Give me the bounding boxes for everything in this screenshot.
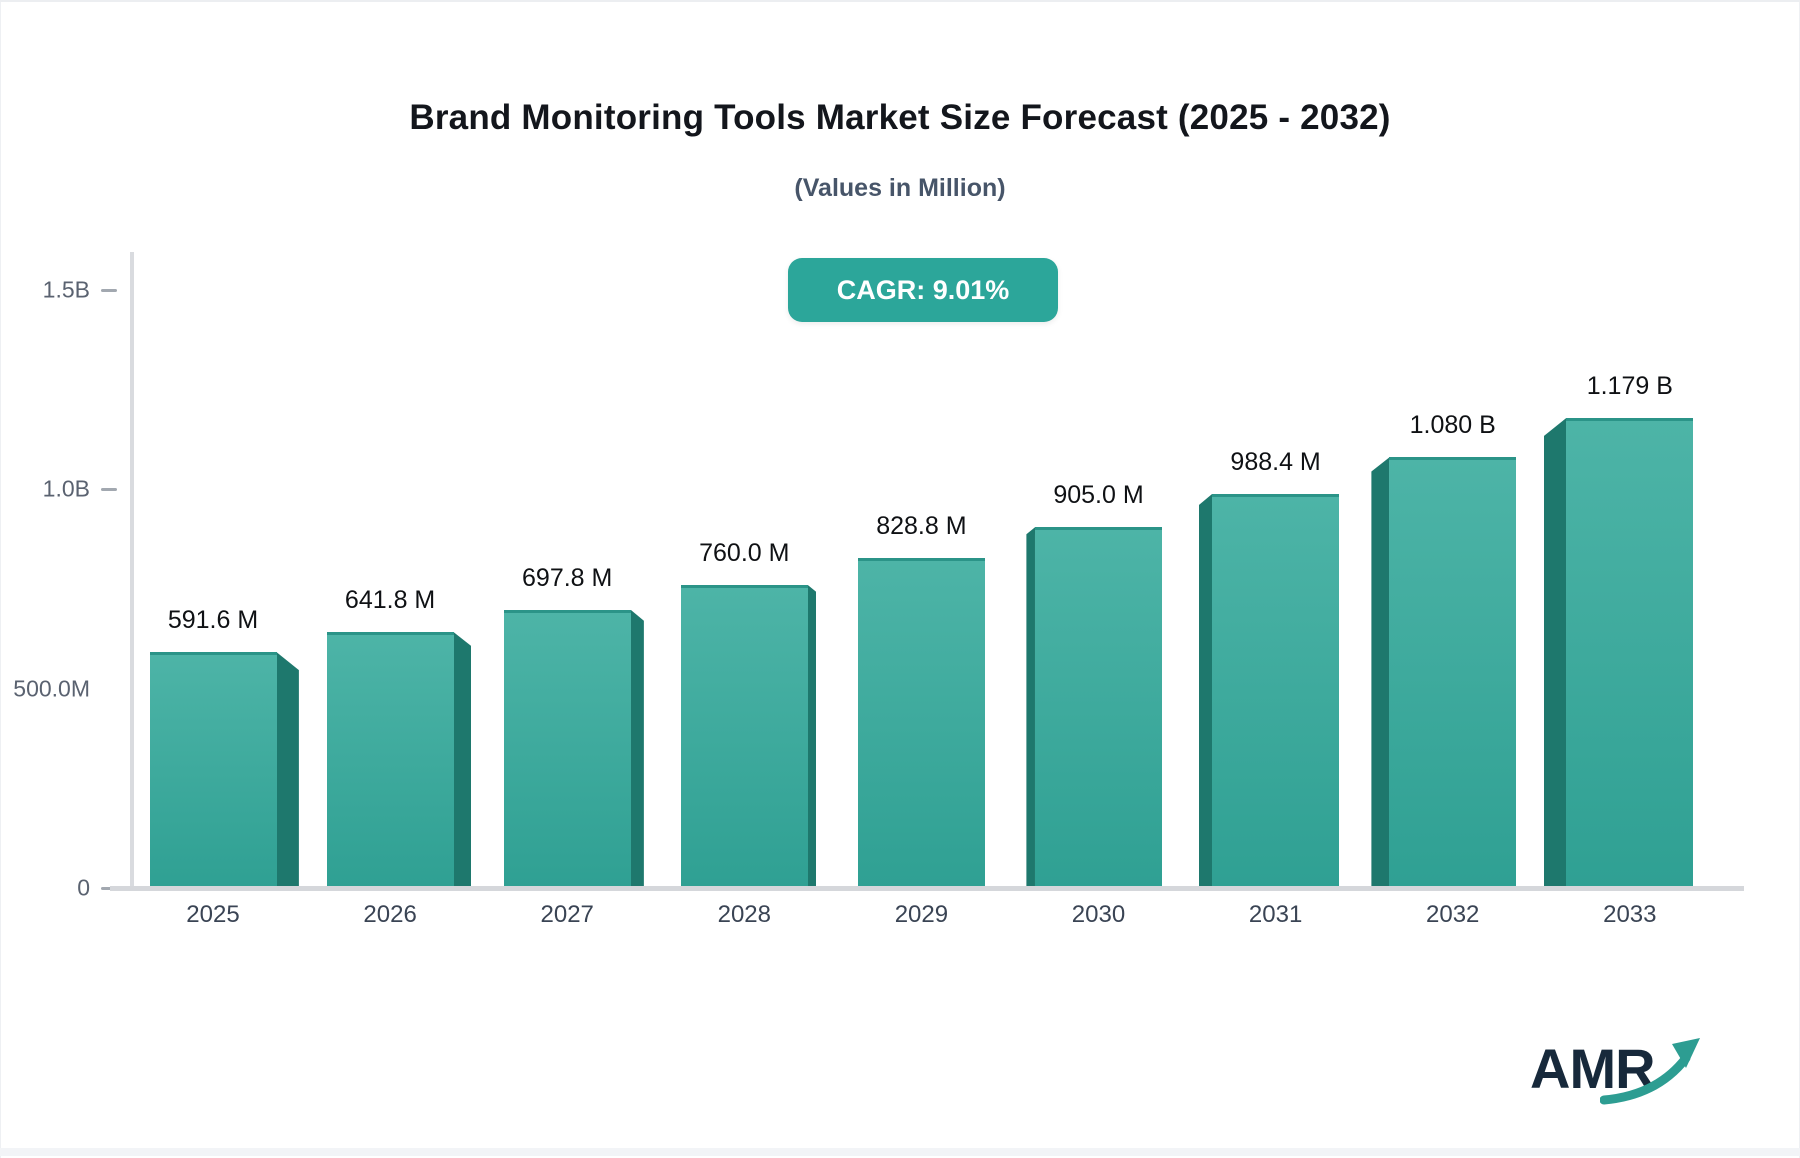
- x-axis-label-2029: 2029: [894, 901, 949, 928]
- y-axis-tick-mark: [101, 487, 117, 491]
- y-axis-tick-label: 500.0M: [13, 675, 90, 702]
- x-axis-label-2032: 2032: [1425, 901, 1480, 928]
- bar-side-face-2032: [1371, 457, 1390, 888]
- growth-arrow-icon: [1600, 1038, 1700, 1105]
- y-axis-tick-label: 0: [77, 874, 90, 901]
- y-axis-tick-mark: [101, 288, 117, 292]
- bar-value-label-2026: 641.8 M: [344, 586, 436, 615]
- chart-subtitle: (Values in Million): [794, 174, 1006, 202]
- x-axis-label-2026: 2026: [363, 901, 417, 928]
- x-axis-label-2025: 2025: [186, 901, 240, 928]
- y-axis-tick-label: 1.5B: [42, 276, 90, 303]
- bar-side-face-2030: [1026, 527, 1035, 888]
- bar-2032: [1389, 457, 1517, 888]
- bar-side-face-2026: [453, 632, 472, 888]
- bar-2028: [680, 585, 808, 888]
- x-axis-label-2027: 2027: [540, 901, 594, 928]
- bar-2027: [503, 609, 631, 888]
- x-axis-label-2030: 2030: [1071, 901, 1126, 928]
- bar-value-label-2025: 591.6 M: [167, 606, 259, 635]
- x-axis-label-2031: 2031: [1248, 901, 1303, 928]
- bar-2029: [857, 557, 985, 888]
- bar-value-label-2032: 1.080 B: [1409, 411, 1496, 440]
- bar-side-face-2028: [807, 585, 817, 888]
- page-border-bottom: [0, 1148, 1800, 1156]
- bar-2026: [326, 632, 454, 888]
- x-axis-label-2028: 2028: [717, 901, 771, 928]
- y-axis-tick-label: 1.0B: [42, 475, 90, 502]
- bar-2030: [1035, 527, 1162, 888]
- bar-side-face-2027: [630, 609, 644, 888]
- y-axis-line: [130, 252, 134, 890]
- x-axis-line: [110, 886, 1744, 891]
- chart-title: Brand Monitoring Tools Market Size Forec…: [409, 98, 1391, 137]
- bar-value-label-2030: 905.0 M: [1053, 481, 1144, 510]
- amr-logo-text: AMR: [1530, 1037, 1656, 1100]
- bar-2025: [149, 652, 277, 888]
- bar-2033: [1566, 417, 1694, 888]
- bar-value-label-2033: 1.179 B: [1586, 371, 1673, 400]
- page-border-left: [0, 2, 1, 1158]
- bar-value-label-2027: 697.8 M: [522, 563, 613, 592]
- bar-side-face-2025: [276, 652, 299, 888]
- bar-value-label-2028: 760.0 M: [699, 539, 790, 567]
- bar-value-label-2029: 828.8 M: [876, 511, 967, 540]
- bar-side-face-2033: [1543, 417, 1567, 888]
- bar-side-face-2031: [1198, 493, 1213, 888]
- cagr-badge: CAGR: 9.01%: [788, 258, 1058, 322]
- bar-2031: [1212, 493, 1340, 888]
- bar-value-label-2031: 988.4 M: [1230, 447, 1321, 476]
- x-axis-label-2033: 2033: [1603, 901, 1657, 928]
- y-axis-tick-mark: [101, 886, 117, 890]
- amr-logo: AMR: [1530, 1037, 1710, 1112]
